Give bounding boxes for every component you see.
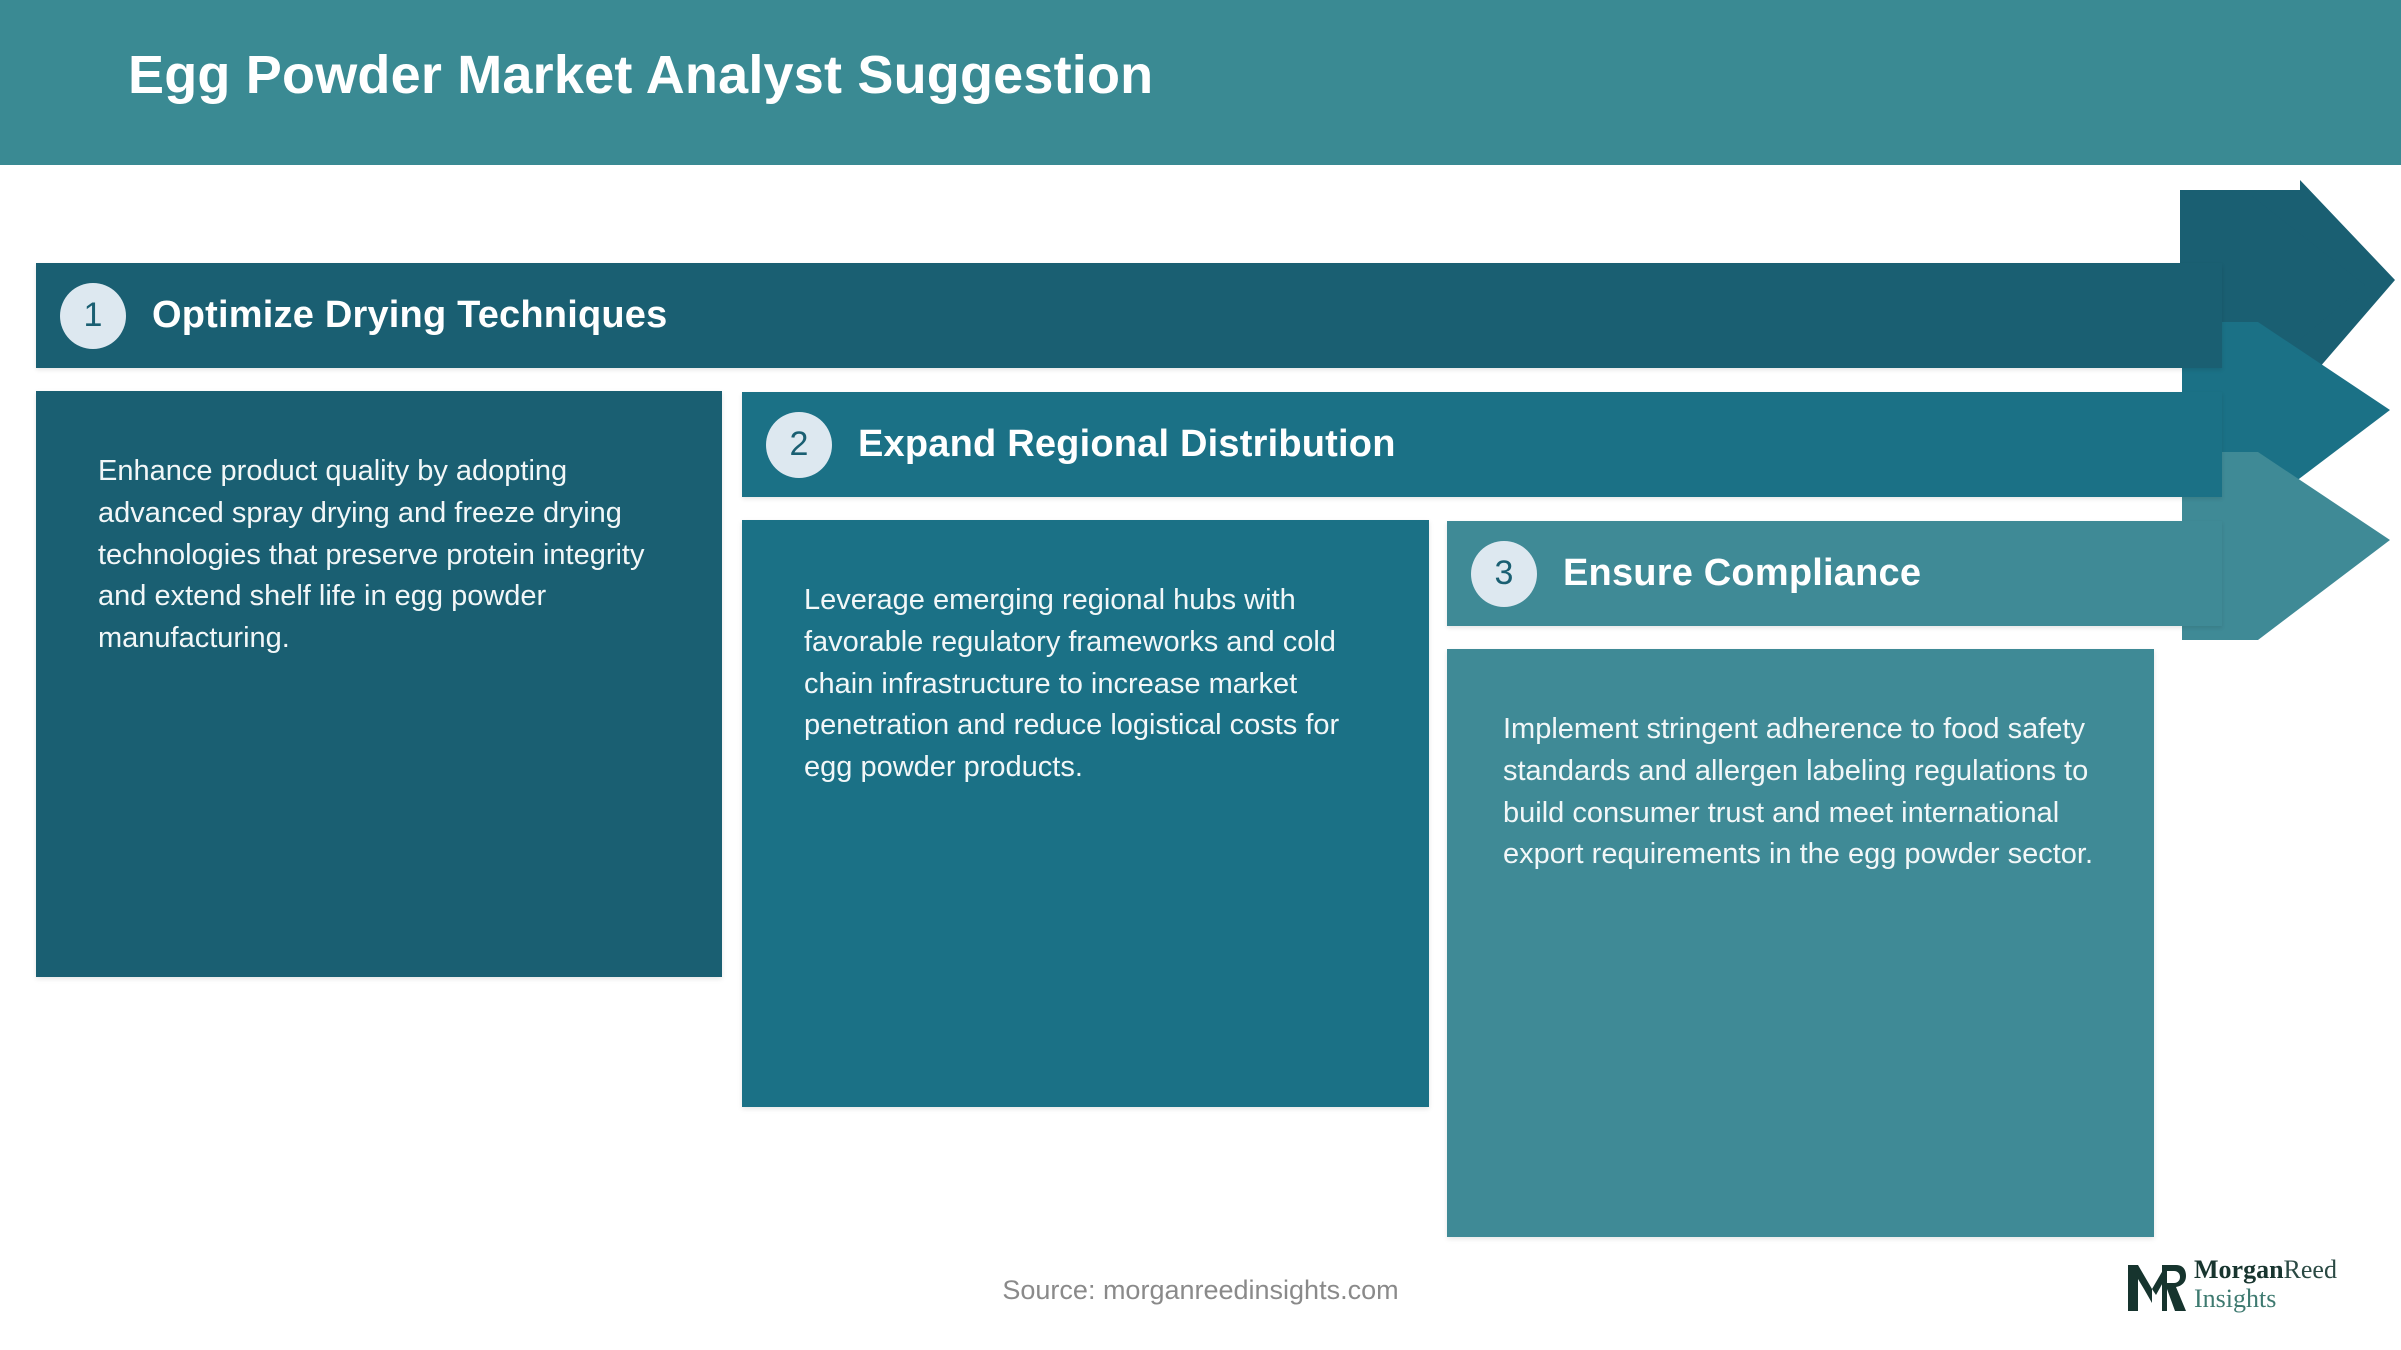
step-number-badge-3: 3 xyxy=(1471,540,1537,607)
morgan-reed-insights-logo: MorganReed Insights xyxy=(2126,1257,2356,1319)
step-card-3: Implement stringent adherence to food sa… xyxy=(1447,649,2154,1237)
step-title-3: Ensure Compliance xyxy=(1563,552,1922,594)
step-body-1: Enhance product quality by adopting adva… xyxy=(98,455,645,654)
header-banner: Egg Powder Market Analyst Suggestion xyxy=(0,0,2401,165)
logo-morgan-text: Morgan xyxy=(2194,1255,2284,1284)
step-banner-3[interactable]: 3 Ensure Compliance xyxy=(1447,521,2222,626)
arrow-head-3 xyxy=(2182,452,2390,640)
step-title-1: Optimize Drying Techniques xyxy=(152,294,668,336)
step-card-1: Enhance product quality by adopting adva… xyxy=(36,391,722,977)
step-number-badge-1: 1 xyxy=(60,282,126,349)
step-banner-1[interactable]: 1 Optimize Drying Techniques xyxy=(36,263,2222,368)
step-body-2: Leverage emerging regional hubs with fav… xyxy=(804,584,1340,783)
logo-insights-text: Insights xyxy=(2194,1284,2277,1313)
logo-wordmark: MorganReed Insights xyxy=(2194,1257,2337,1312)
logo-reed-text: Reed xyxy=(2283,1255,2337,1284)
step-banner-2[interactable]: 2 Expand Regional Distribution xyxy=(742,392,2222,497)
page-title: Egg Powder Market Analyst Suggestion xyxy=(128,45,1154,105)
logo-line-1: MorganReed xyxy=(2194,1257,2337,1283)
step-body-3: Implement stringent adherence to food sa… xyxy=(1503,713,2093,871)
mr-monogram-icon xyxy=(2128,1265,2186,1311)
step-card-2: Leverage emerging regional hubs with fav… xyxy=(742,520,1429,1107)
step-number-badge-2: 2 xyxy=(766,411,832,478)
source-attribution: Source: morganreedinsights.com xyxy=(1002,1275,1399,1305)
step-title-2: Expand Regional Distribution xyxy=(858,423,1396,465)
